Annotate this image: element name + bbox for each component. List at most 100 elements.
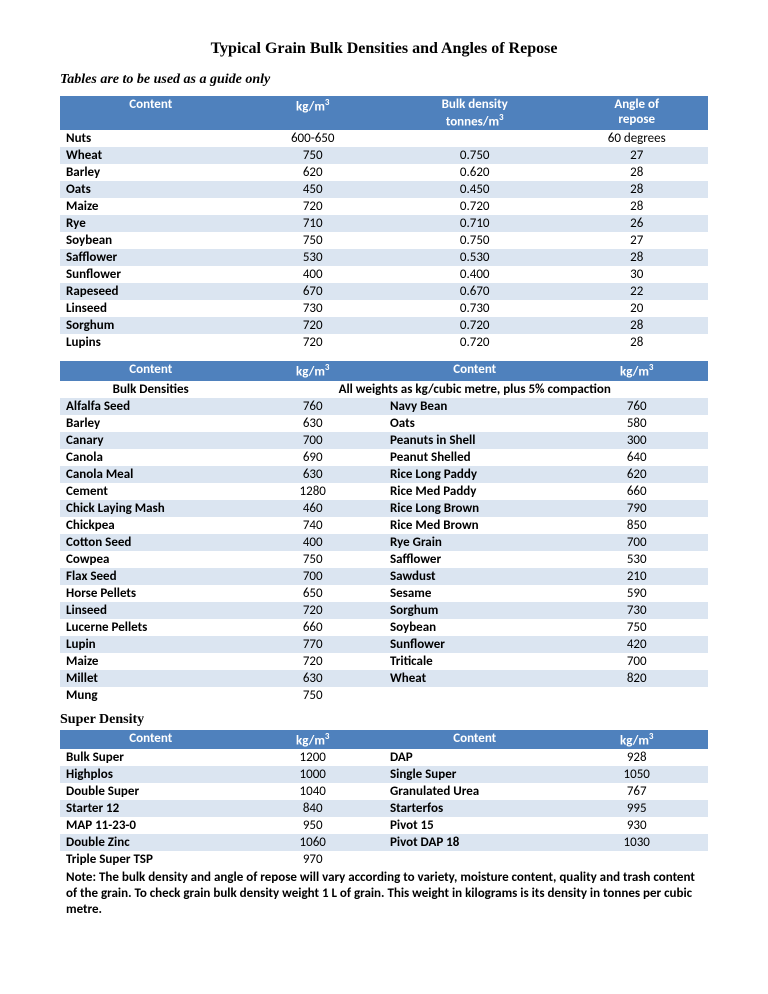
table-row: Highplos1000Single Super1050 [60,766,708,783]
cell-content: Barley [60,164,241,181]
cell-kgm3: 530 [241,249,384,266]
cell-content-right: Granulated Urea [384,783,565,800]
cell-content-right: Navy Bean [384,398,565,415]
col-kgm3: kg/m3 [241,96,384,130]
cell-kgm3-right: 700 [565,653,708,670]
cell-kgm3-left: 400 [241,534,384,551]
sub-left: Bulk Densities [60,381,241,398]
col-content: Content [384,361,565,380]
table-row: Double Zinc1060Pivot DAP 181030 [60,834,708,851]
cell-content: Wheat [60,147,241,164]
cell-bulkdensity: 0.720 [384,317,565,334]
cell-kgm3-left: 1200 [241,749,384,766]
cell-angle: 28 [565,198,708,215]
cell-content-right: Peanuts in Shell [384,432,565,449]
table-row: Chick Laying Mash460Rice Long Brown790 [60,500,708,517]
note-text: Note: The bulk density and angle of repo… [60,868,708,921]
cell-kgm3-left: 720 [241,653,384,670]
cell-kgm3-left: 690 [241,449,384,466]
table-row: Maize7200.72028 [60,198,708,215]
cell-kgm3-left: 970 [241,851,384,868]
cell-angle: 28 [565,334,708,351]
cell-kgm3-left: 1000 [241,766,384,783]
cell-kgm3-right: 760 [565,398,708,415]
cell-angle: 28 [565,317,708,334]
cell-content-left: Canary [60,432,241,449]
cell-content: Sunflower [60,266,241,283]
cell-kgm3-right: 580 [565,415,708,432]
cell-content-left: Alfalfa Seed [60,398,241,415]
cell-content-left: Horse Pellets [60,585,241,602]
table-row: Bulk Super1200DAP928 [60,749,708,766]
col-content: Content [60,361,241,380]
cell-kgm3-right: 767 [565,783,708,800]
table-row: Oats4500.45028 [60,181,708,198]
cell-content: Oats [60,181,241,198]
cell-content-left: Triple Super TSP [60,851,241,868]
cell-angle: 22 [565,283,708,300]
cell-kgm3-left: 1060 [241,834,384,851]
table-row: Lupin770Sunflower420 [60,636,708,653]
cell-content-left: Bulk Super [60,749,241,766]
cell-content-right: Soybean [384,619,565,636]
cell-content-left: Double Zinc [60,834,241,851]
cell-kgm3-left: 740 [241,517,384,534]
cell-content-left: Cotton Seed [60,534,241,551]
cell-content-left: Starter 12 [60,800,241,817]
cell-content-right: Rice Med Brown [384,517,565,534]
cell-angle: 28 [565,181,708,198]
cell-kgm3-right [565,851,708,868]
cell-content-left: Chickpea [60,517,241,534]
table-row: Sunflower4000.40030 [60,266,708,283]
cell-kgm3-left: 1280 [241,483,384,500]
table-row: Millet630Wheat820 [60,670,708,687]
cell-kgm3-left: 630 [241,466,384,483]
cell-kgm3-left: 770 [241,636,384,653]
cell-content-left: Canola Meal [60,466,241,483]
cell-content-right: Rice Long Paddy [384,466,565,483]
cell-content-right: Rye Grain [384,534,565,551]
cell-kgm3-right: 930 [565,817,708,834]
table-row: Nuts600-65060 degrees [60,130,708,147]
cell-kgm3-right [565,687,708,704]
page-title: Typical Grain Bulk Densities and Angles … [60,40,708,58]
cell-content-right: Sunflower [384,636,565,653]
cell-content-right: Rice Med Paddy [384,483,565,500]
table-row: Maize720Triticale700 [60,653,708,670]
cell-kgm3: 600-650 [241,130,384,147]
cell-content: Lupins [60,334,241,351]
cell-kgm3-right: 850 [565,517,708,534]
table-row: Canola Meal630Rice Long Paddy620 [60,466,708,483]
cell-content-right: Triticale [384,653,565,670]
cell-kgm3: 670 [241,283,384,300]
table-row: Sorghum7200.72028 [60,317,708,334]
table-header: Content kg/m3 Content kg/m3 [60,361,708,380]
cell-content-left: Mung [60,687,241,704]
cell-kgm3-left: 750 [241,551,384,568]
section-title-super: Super Density [60,712,708,728]
table-super-density: Content kg/m3 Content kg/m3 Bulk Super12… [60,730,708,921]
cell-kgm3-left: 700 [241,432,384,449]
table-row: Starter 12840Starterfos995 [60,800,708,817]
table-row: Safflower5300.53028 [60,249,708,266]
cell-kgm3: 730 [241,300,384,317]
cell-kgm3: 450 [241,181,384,198]
cell-bulkdensity: 0.720 [384,198,565,215]
cell-kgm3-right: 300 [565,432,708,449]
cell-angle: 27 [565,147,708,164]
cell-content-right: DAP [384,749,565,766]
cell-kgm3-right: 820 [565,670,708,687]
cell-content-left: Chick Laying Mash [60,500,241,517]
cell-kgm3: 720 [241,317,384,334]
table-row: Soybean7500.75027 [60,232,708,249]
cell-content: Sorghum [60,317,241,334]
cell-bulkdensity: 0.620 [384,164,565,181]
col-angle: Angle ofrepose [565,96,708,130]
table-row: Cowpea750Safflower530 [60,551,708,568]
cell-content-right: Oats [384,415,565,432]
cell-bulkdensity: 0.670 [384,283,565,300]
cell-bulkdensity: 0.750 [384,147,565,164]
table-row: Rye7100.71026 [60,215,708,232]
cell-kgm3-right: 640 [565,449,708,466]
table-row: Lucerne Pellets660Soybean750 [60,619,708,636]
